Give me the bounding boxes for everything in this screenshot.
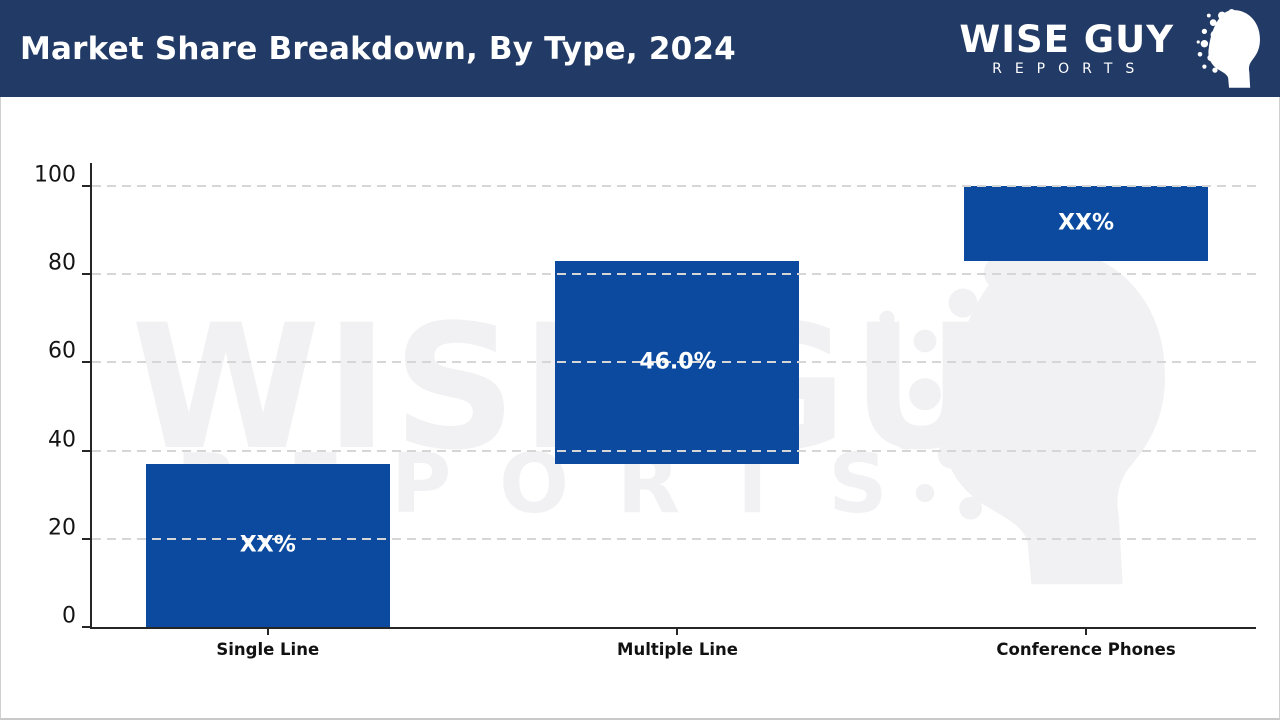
x-axis-category-label: Multiple Line: [617, 640, 738, 659]
page-title: Market Share Breakdown, By Type, 2024: [20, 30, 736, 67]
y-axis-tick-label: 40: [48, 427, 76, 453]
y-axis-tick-label: 20: [48, 515, 76, 541]
y-axis-tick: [82, 361, 90, 364]
y-gridline: [92, 361, 1256, 364]
head-profile-dots-icon: [1196, 8, 1260, 88]
brand-subtitle: REPORTS: [992, 61, 1148, 77]
y-gridline: [92, 537, 1256, 540]
y-axis-tick: [82, 626, 90, 628]
x-axis-category-label: Single Line: [216, 640, 320, 659]
bar-value-label: 46.0%: [639, 349, 716, 375]
brand-name: WISE GUY: [959, 18, 1174, 61]
chart-canvas: WISE GUY REPORTS 020406080100XX%46.0%XX%…: [0, 97, 1280, 720]
brand-logo: WISE GUY REPORTS: [959, 5, 1266, 93]
y-gridline: [92, 449, 1256, 452]
brand-logo-text: WISE GUY REPORTS: [959, 21, 1174, 76]
bar-conference-phones: [964, 186, 1209, 261]
x-axis-tick: [676, 627, 679, 635]
y-axis-tick: [82, 449, 90, 452]
header-bar: Market Share Breakdown, By Type, 2024 WI…: [0, 0, 1280, 97]
bar-single-line: [145, 463, 390, 627]
x-axis-tick: [1085, 627, 1088, 635]
y-axis-tick: [82, 185, 90, 187]
watermark-head-profile-dots-icon: [865, 244, 1165, 585]
y-axis-tick-label: 80: [48, 250, 76, 276]
y-axis-tick-label: 0: [62, 603, 76, 629]
y-gridline: [92, 273, 1256, 276]
y-gridline: [92, 185, 1256, 187]
y-axis-tick-label: 60: [48, 338, 76, 364]
bar-value-label: XX%: [1058, 210, 1115, 236]
y-axis-tick: [82, 537, 90, 540]
x-axis-tick: [266, 627, 269, 635]
bar-value-label: XX%: [239, 532, 296, 558]
y-axis-tick-label: 100: [34, 162, 76, 188]
y-axis-tick: [82, 273, 90, 276]
x-axis-category-label: Conference Phones: [996, 640, 1176, 659]
plot-area: 0 20 40 60 80 100 XX% 46.0% XX% Single Line Multip…: [34, 163, 1256, 659]
